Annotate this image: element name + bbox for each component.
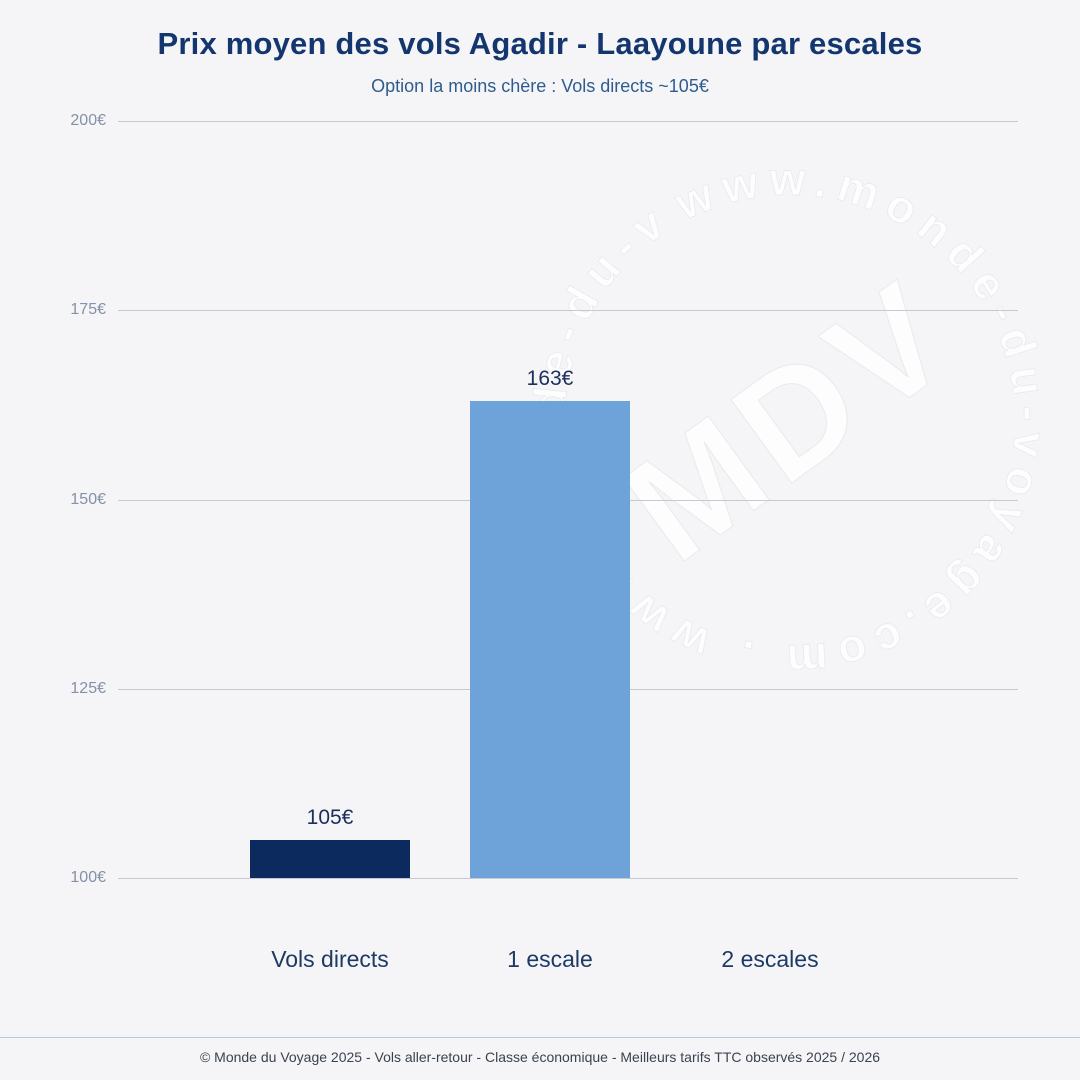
category-label-1: Vols directs (271, 946, 389, 972)
gridline-100 (118, 878, 1018, 879)
gridline-175 (118, 310, 1018, 312)
gridline-200 (118, 121, 1018, 122)
ytick-label-200: 200€ (70, 112, 106, 129)
bar-value-label-2: 163€ (526, 367, 574, 391)
footer-credit: © Monde du Voyage 2025 - Vols aller-reto… (199, 1049, 881, 1065)
ytick-label-100: 100€ (70, 869, 106, 886)
category-label-2: 1 escale (507, 946, 593, 972)
category-label-3: 2 escales (721, 946, 819, 972)
footer-divider (0, 1037, 1080, 1038)
bar-value-label-1: 105€ (306, 806, 354, 830)
chart-title: Prix moyen des vols Agadir - Laayoune pa… (157, 26, 923, 61)
bar-1-escale[interactable] (470, 401, 630, 878)
ytick-label-175: 175€ (70, 301, 106, 319)
ytick-label-150: 150€ (70, 490, 106, 508)
bar-vols-directs[interactable] (250, 840, 410, 878)
ytick-label-125: 125€ (70, 679, 106, 697)
chart-subtitle: Option la moins chère : Vols directs ~10… (371, 76, 709, 96)
